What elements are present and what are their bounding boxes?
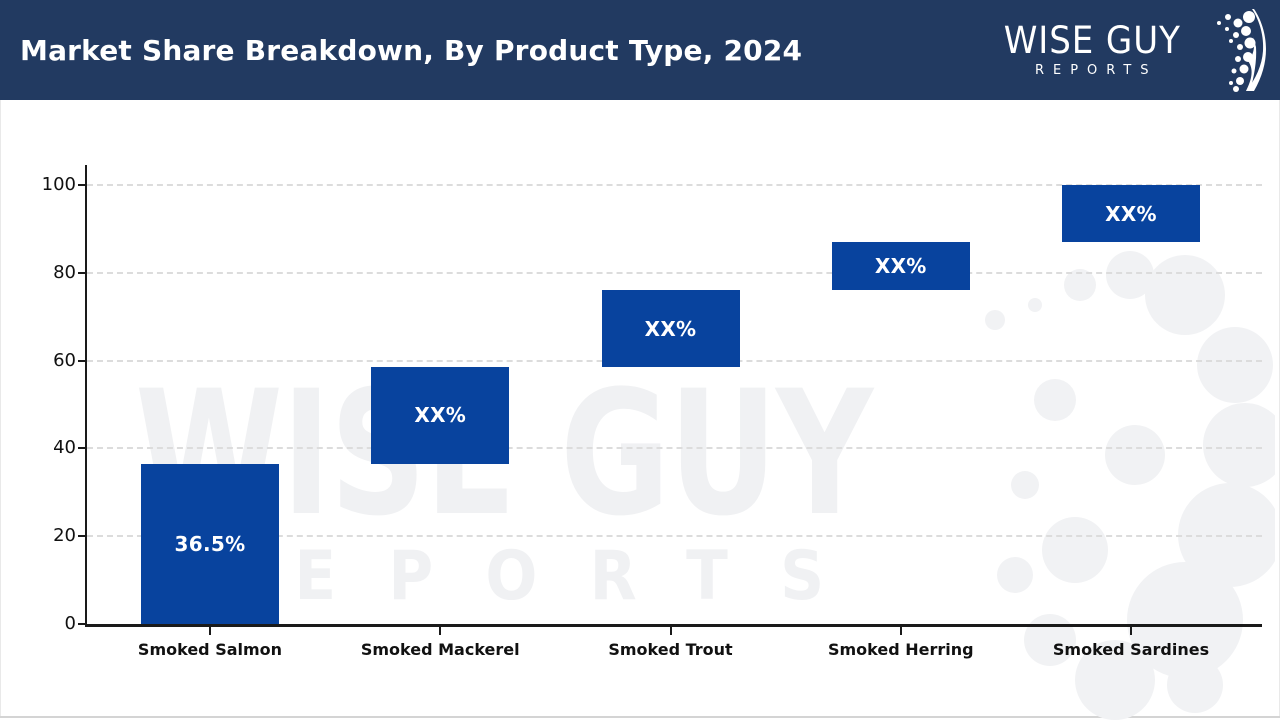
watermark-head-icon bbox=[985, 251, 1275, 720]
brand-subtitle: REPORTS bbox=[1034, 63, 1158, 78]
x-category-label: Smoked Herring bbox=[827, 640, 974, 659]
bar-value-label: XX% bbox=[1105, 201, 1157, 226]
bar-value-label: XX% bbox=[874, 254, 927, 279]
bar-smoked-mackerel: XX% bbox=[371, 367, 510, 464]
y-tick-label: 100 bbox=[41, 174, 76, 195]
gridline-y40 bbox=[87, 447, 1262, 450]
bar-value-label: XX% bbox=[414, 403, 467, 428]
y-tick-label: 0 bbox=[64, 613, 76, 634]
header-bar: Market Share Breakdown, By Product Type,… bbox=[0, 0, 1280, 100]
y-tick-mark bbox=[78, 184, 87, 186]
gridline-y20 bbox=[87, 535, 1262, 538]
brand-logo-text: WISE GUY REPORTS bbox=[996, 22, 1188, 78]
brand-name: WISE GUY bbox=[1003, 19, 1181, 62]
y-tick-label: 20 bbox=[53, 525, 76, 547]
bar-value-label: XX% bbox=[644, 316, 697, 341]
bar-smoked-salmon: 36.5% bbox=[141, 463, 279, 624]
bar-value-label: 36.5% bbox=[174, 531, 246, 556]
y-tick-mark bbox=[78, 623, 87, 625]
y-tick-mark bbox=[78, 535, 87, 538]
watermark-subtitle: REPORTS bbox=[195, 537, 877, 616]
gridline-y100 bbox=[87, 184, 1262, 186]
bottom-border bbox=[0, 716, 1280, 718]
y-tick-mark bbox=[78, 271, 87, 274]
y-tick-label: 40 bbox=[53, 437, 76, 459]
brand-head-icon bbox=[1217, 9, 1266, 92]
x-category-label: Smoked Mackerel bbox=[360, 640, 520, 659]
y-axis bbox=[85, 165, 87, 627]
x-axis bbox=[85, 624, 1262, 627]
x-tick-mark bbox=[669, 627, 672, 635]
x-tick-mark bbox=[439, 627, 442, 635]
y-tick-label: 60 bbox=[53, 349, 76, 371]
y-tick-label: 80 bbox=[53, 261, 76, 283]
bar-smoked-trout: XX% bbox=[601, 290, 740, 368]
bar-smoked-herring: XX% bbox=[831, 242, 970, 291]
x-tick-mark bbox=[209, 627, 211, 635]
x-category-label: Smoked Salmon bbox=[137, 640, 283, 659]
x-category-label: Smoked Sardines bbox=[1052, 640, 1210, 659]
gridline-y80 bbox=[87, 271, 1262, 274]
y-tick-mark bbox=[78, 359, 87, 362]
page-title: Market Share Breakdown, By Product Type,… bbox=[20, 33, 803, 67]
x-tick-mark bbox=[1130, 627, 1132, 635]
x-tick-mark bbox=[899, 627, 902, 635]
brand-logo: WISE GUY REPORTS bbox=[996, 7, 1280, 93]
x-category-label: Smoked Trout bbox=[608, 640, 733, 659]
bar-smoked-sardines: XX% bbox=[1062, 185, 1200, 243]
y-tick-mark bbox=[78, 447, 87, 450]
left-border bbox=[0, 100, 1, 716]
